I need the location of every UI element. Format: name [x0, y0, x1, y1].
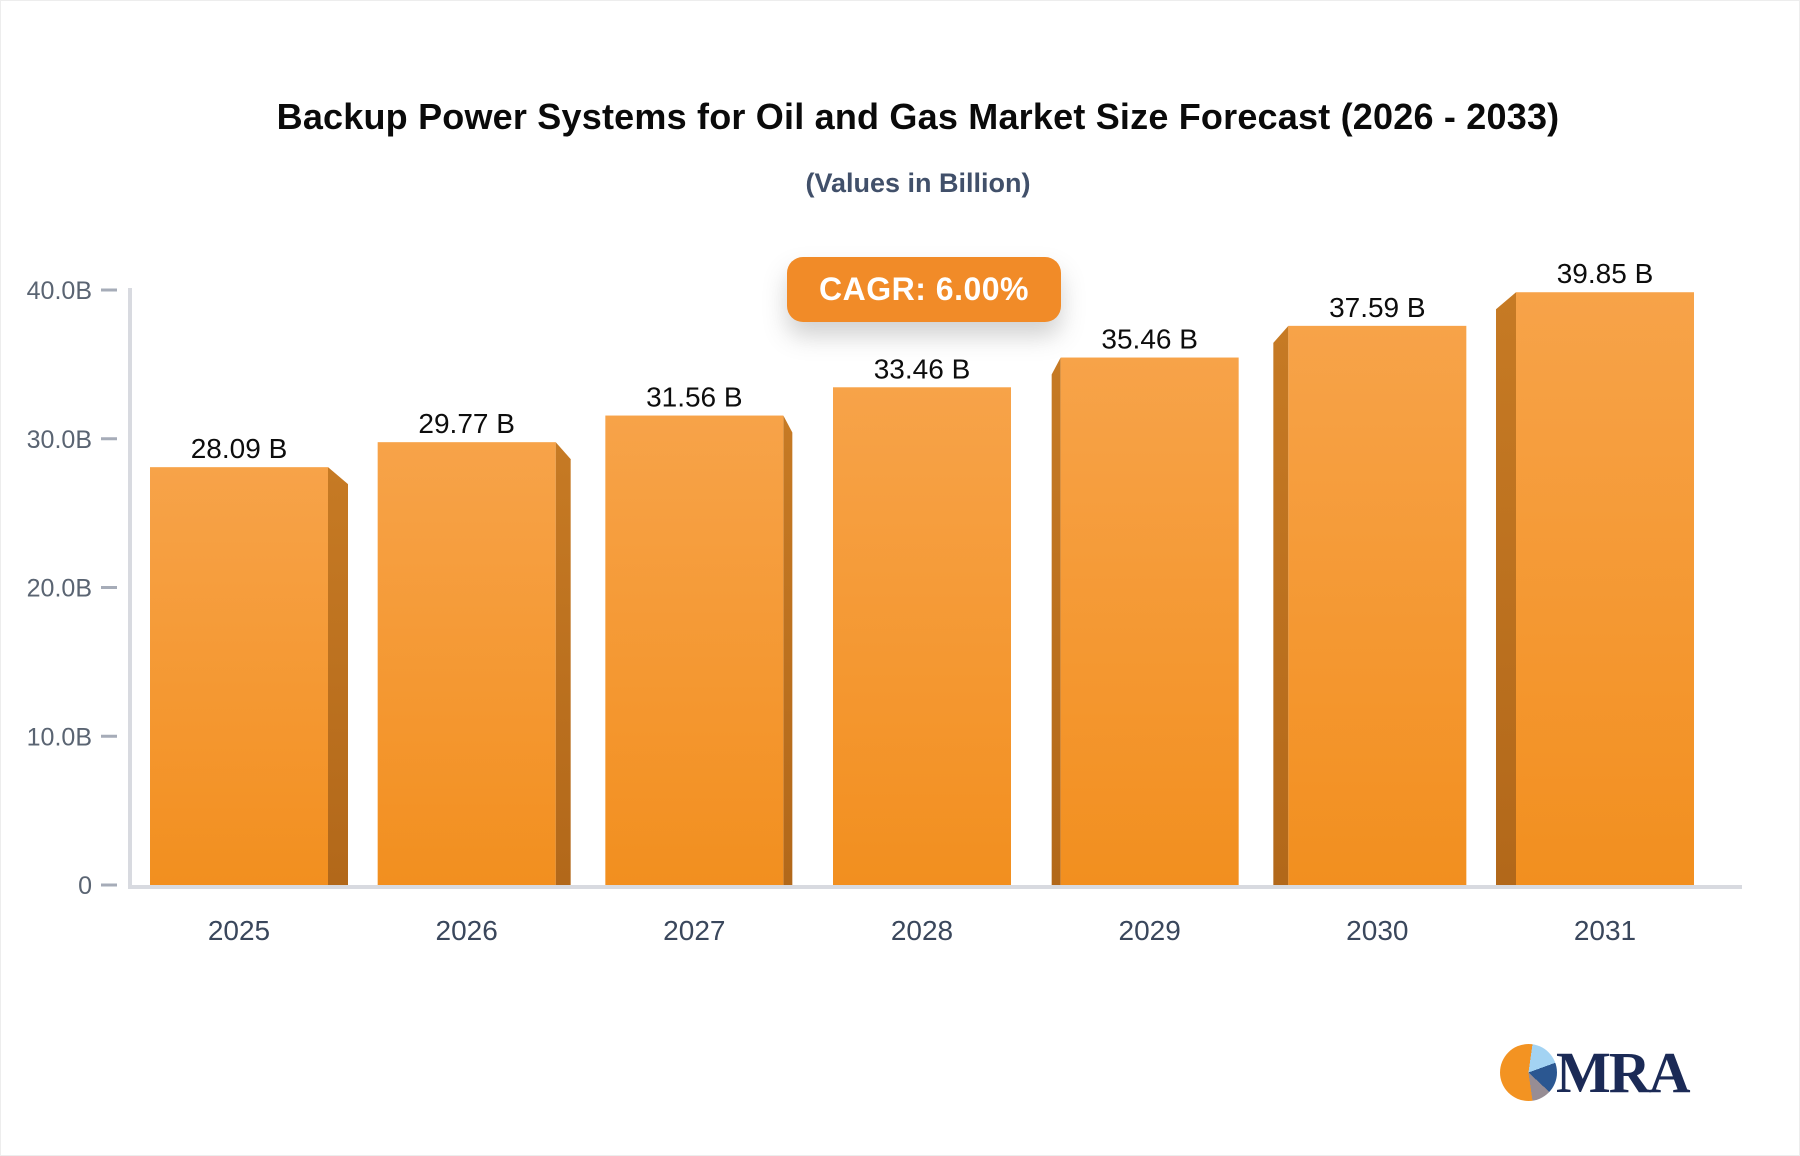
- y-tick-dash: [101, 288, 117, 292]
- bar-front-face: [377, 442, 556, 885]
- x-tick-label: 2027: [663, 915, 725, 946]
- bar-front-face: [150, 467, 328, 885]
- bar-side-face: [1273, 325, 1289, 885]
- bar-front-face: [1516, 292, 1695, 885]
- bar-2030[interactable]: 37.59 B: [1273, 292, 1467, 885]
- cagr-badge: CAGR: 6.00%: [787, 257, 1061, 322]
- x-tick-label: 2031: [1574, 915, 1636, 946]
- x-axis-line: [128, 885, 1742, 889]
- bar-side-face: [555, 442, 571, 885]
- y-axis-line: [128, 288, 132, 885]
- bar-2026[interactable]: 29.77 B: [377, 408, 571, 885]
- y-tick-label: 10.0B: [27, 723, 92, 751]
- x-tick-label: 2025: [208, 915, 270, 946]
- chart-subtitle: (Values in Billion): [805, 168, 1031, 198]
- bar-value-label: 28.09 B: [191, 433, 288, 464]
- bar-front-face: [1288, 325, 1467, 885]
- bar-2025[interactable]: 28.09 B: [150, 433, 348, 885]
- bar-side-face: [1051, 357, 1061, 886]
- cagr-badge-label: CAGR: 6.00%: [819, 271, 1029, 307]
- bar-front-face: [605, 415, 784, 885]
- bar-value-label: 29.77 B: [418, 408, 515, 439]
- y-tick-label: 40.0B: [27, 277, 92, 305]
- x-tick-label: 2029: [1119, 915, 1181, 946]
- bar-value-label: 33.46 B: [874, 353, 971, 384]
- bar-side-face: [328, 467, 348, 885]
- bar-value-label: 35.46 B: [1101, 324, 1198, 355]
- bar-2031[interactable]: 39.85 B: [1496, 258, 1695, 885]
- y-tick-dash: [101, 883, 117, 887]
- y-tick-dash: [101, 586, 117, 589]
- bar-front-face: [833, 387, 1012, 885]
- bar-side-face: [783, 415, 793, 885]
- chart-title: Backup Power Systems for Oil and Gas Mar…: [276, 96, 1560, 137]
- bar-value-label: 37.59 B: [1329, 292, 1426, 323]
- x-tick-label: 2028: [891, 915, 953, 946]
- bar-2027[interactable]: 31.56 B: [605, 382, 793, 885]
- y-tick-dash: [101, 734, 117, 738]
- bar-front-face: [1060, 357, 1239, 886]
- brand-logo: MRA: [1500, 1039, 1691, 1105]
- bar-2028[interactable]: 33.46 B: [833, 353, 1012, 885]
- bar-side-face: [1496, 292, 1517, 885]
- y-tick-label: 20.0B: [27, 575, 92, 603]
- pie-chart-logo-icon: [1500, 1043, 1557, 1101]
- y-tick-label: 0: [78, 872, 92, 900]
- bar-2029[interactable]: 35.46 B: [1051, 324, 1239, 886]
- bar-value-label: 39.85 B: [1557, 258, 1654, 289]
- bar-value-label: 31.56 B: [646, 382, 743, 413]
- brand-logo-text: MRA: [1556, 1039, 1691, 1105]
- x-tick-label: 2030: [1346, 915, 1408, 946]
- y-tick-dash: [101, 437, 117, 441]
- y-tick-label: 30.0B: [27, 426, 92, 454]
- x-tick-label: 2026: [436, 915, 498, 946]
